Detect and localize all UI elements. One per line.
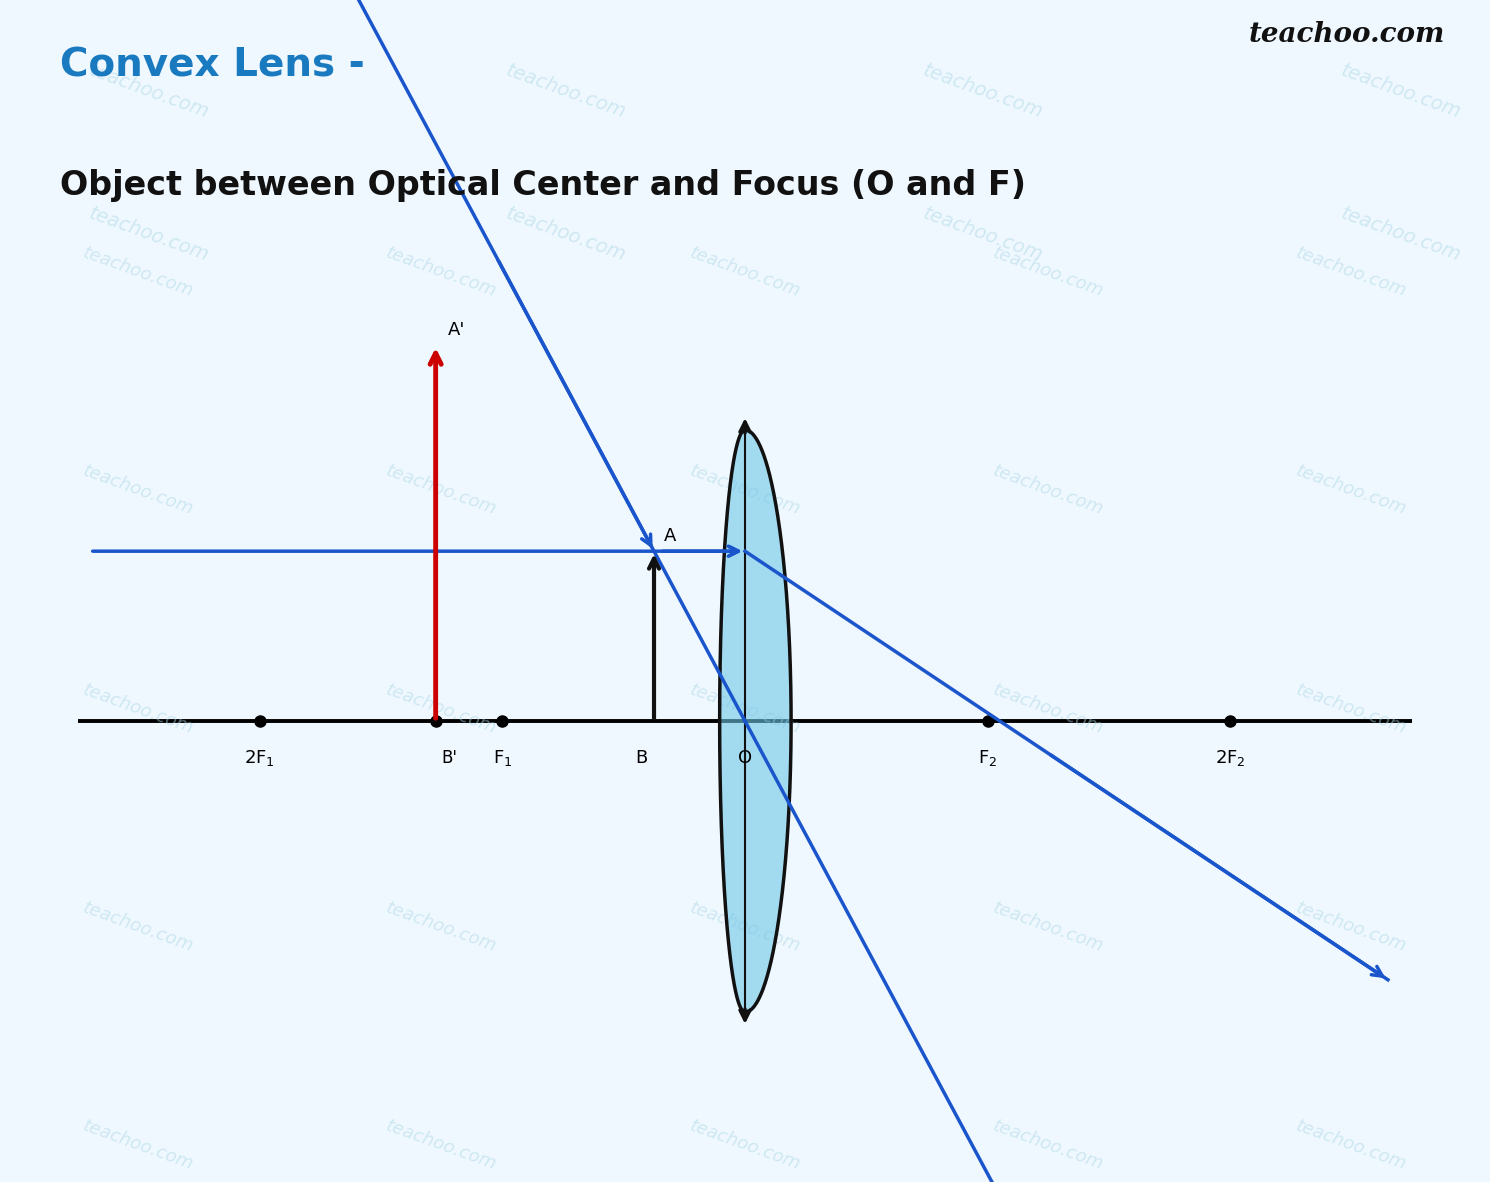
Text: teachoo.com: teachoo.com — [1293, 681, 1410, 738]
Text: teachoo.com: teachoo.com — [384, 681, 499, 738]
Text: teachoo.com: teachoo.com — [991, 462, 1106, 519]
Polygon shape — [720, 430, 791, 1012]
Text: O: O — [738, 749, 752, 767]
Text: B': B' — [441, 749, 457, 767]
Text: teachoo.com: teachoo.com — [1293, 1117, 1410, 1174]
Text: teachoo.com: teachoo.com — [991, 898, 1106, 955]
Text: teachoo.com: teachoo.com — [504, 60, 629, 122]
Text: teachoo.com: teachoo.com — [1338, 203, 1463, 265]
Text: teachoo.com: teachoo.com — [504, 203, 629, 265]
Text: teachoo.com: teachoo.com — [687, 1117, 803, 1174]
Text: F$_2$: F$_2$ — [977, 748, 997, 768]
Text: A': A' — [448, 322, 465, 339]
Text: teachoo.com: teachoo.com — [991, 243, 1106, 300]
Text: teachoo.com: teachoo.com — [86, 60, 212, 122]
Text: teachoo.com: teachoo.com — [991, 681, 1106, 738]
Text: F$_1$: F$_1$ — [493, 748, 513, 768]
Text: teachoo.com: teachoo.com — [80, 462, 197, 519]
Text: teachoo.com: teachoo.com — [1293, 243, 1410, 300]
Text: teachoo.com: teachoo.com — [1249, 21, 1445, 47]
Text: teachoo.com: teachoo.com — [80, 243, 197, 300]
Text: teachoo.com: teachoo.com — [1338, 60, 1463, 122]
Text: B: B — [636, 749, 648, 767]
Text: teachoo.com: teachoo.com — [921, 203, 1046, 265]
Text: teachoo.com: teachoo.com — [384, 243, 499, 300]
Text: teachoo.com: teachoo.com — [384, 1117, 499, 1174]
Text: teachoo.com: teachoo.com — [1293, 462, 1410, 519]
Text: teachoo.com: teachoo.com — [384, 462, 499, 519]
Text: Convex Lens -: Convex Lens - — [60, 47, 365, 85]
Text: 2F$_1$: 2F$_1$ — [244, 748, 276, 768]
Text: teachoo.com: teachoo.com — [991, 1117, 1106, 1174]
Text: teachoo.com: teachoo.com — [86, 203, 212, 265]
Text: teachoo.com: teachoo.com — [687, 243, 803, 300]
Text: teachoo.com: teachoo.com — [921, 60, 1046, 122]
Text: teachoo.com: teachoo.com — [80, 898, 197, 955]
Text: teachoo.com: teachoo.com — [80, 1117, 197, 1174]
Text: Object between Optical Center and Focus (O and F): Object between Optical Center and Focus … — [60, 169, 1025, 202]
Text: teachoo.com: teachoo.com — [687, 462, 803, 519]
Text: teachoo.com: teachoo.com — [687, 898, 803, 955]
Text: teachoo.com: teachoo.com — [1293, 898, 1410, 955]
Text: A: A — [663, 527, 676, 545]
Text: teachoo.com: teachoo.com — [384, 898, 499, 955]
Text: teachoo.com: teachoo.com — [80, 681, 197, 738]
Text: 2F$_2$: 2F$_2$ — [1214, 748, 1246, 768]
Text: teachoo.com: teachoo.com — [687, 681, 803, 738]
